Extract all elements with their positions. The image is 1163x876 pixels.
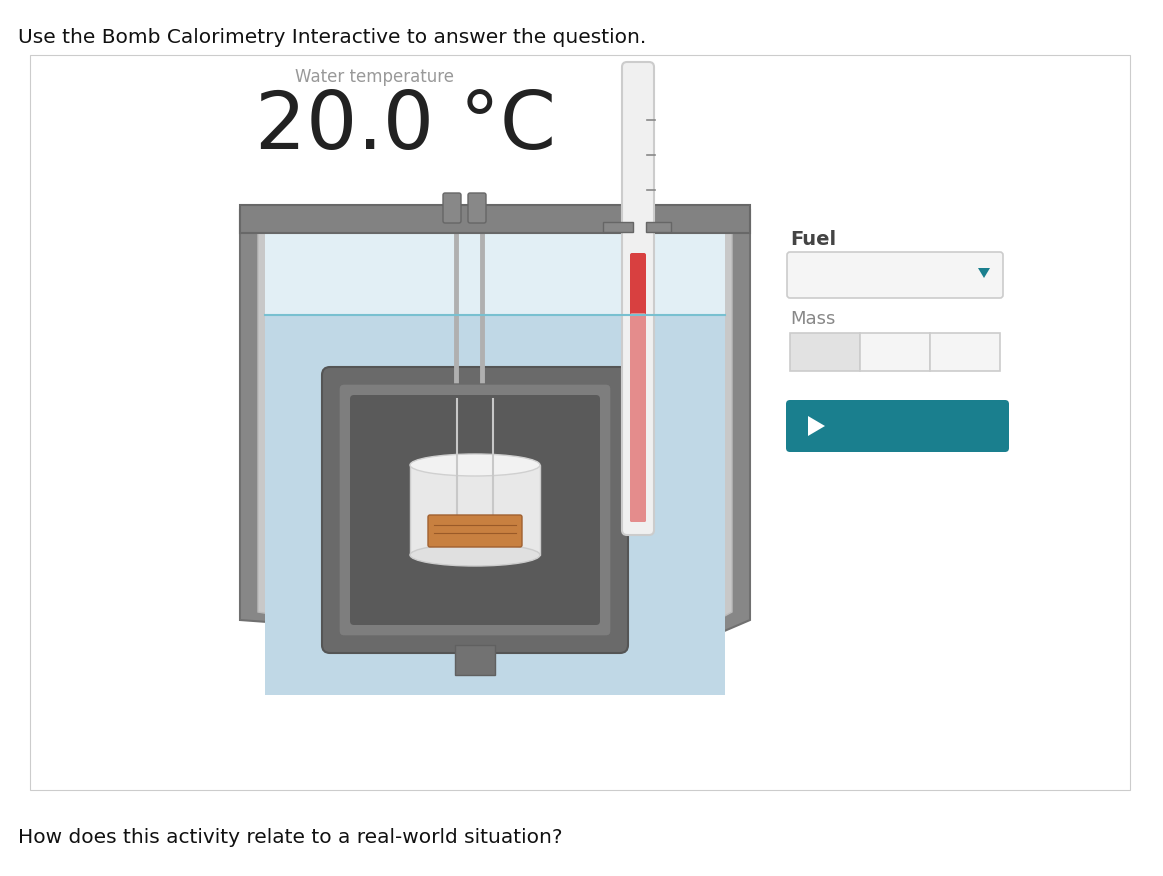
FancyBboxPatch shape bbox=[411, 465, 540, 555]
FancyBboxPatch shape bbox=[645, 222, 671, 232]
Polygon shape bbox=[240, 210, 750, 653]
FancyBboxPatch shape bbox=[443, 193, 461, 223]
FancyBboxPatch shape bbox=[338, 384, 611, 636]
FancyBboxPatch shape bbox=[630, 253, 645, 522]
Text: 2 g: 2 g bbox=[880, 343, 909, 361]
Text: 20.0 °C: 20.0 °C bbox=[255, 88, 556, 166]
Text: How does this activity relate to a real-world situation?: How does this activity relate to a real-… bbox=[17, 828, 563, 847]
Text: Fuel: Fuel bbox=[790, 230, 836, 249]
FancyBboxPatch shape bbox=[790, 333, 859, 371]
Text: 1 g: 1 g bbox=[811, 343, 840, 361]
FancyBboxPatch shape bbox=[265, 315, 725, 695]
FancyBboxPatch shape bbox=[30, 55, 1130, 790]
Polygon shape bbox=[258, 218, 732, 642]
FancyBboxPatch shape bbox=[630, 313, 645, 522]
FancyBboxPatch shape bbox=[930, 333, 1000, 371]
Text: Use the Bomb Calorimetry Interactive to answer the question.: Use the Bomb Calorimetry Interactive to … bbox=[17, 28, 647, 47]
FancyBboxPatch shape bbox=[240, 205, 750, 233]
FancyBboxPatch shape bbox=[350, 395, 600, 625]
Ellipse shape bbox=[411, 544, 540, 566]
FancyBboxPatch shape bbox=[468, 193, 486, 223]
Polygon shape bbox=[265, 225, 725, 635]
Polygon shape bbox=[808, 416, 825, 436]
FancyBboxPatch shape bbox=[455, 645, 495, 675]
Text: Burn: Burn bbox=[882, 416, 939, 436]
FancyBboxPatch shape bbox=[428, 515, 522, 547]
Ellipse shape bbox=[411, 454, 540, 476]
FancyBboxPatch shape bbox=[322, 367, 628, 653]
Text: Water temperature: Water temperature bbox=[295, 68, 454, 86]
Text: Wood: Wood bbox=[804, 267, 854, 285]
Text: Mass: Mass bbox=[790, 310, 835, 328]
FancyBboxPatch shape bbox=[265, 225, 725, 315]
Polygon shape bbox=[978, 268, 990, 278]
FancyBboxPatch shape bbox=[602, 222, 633, 232]
FancyBboxPatch shape bbox=[622, 62, 654, 535]
FancyBboxPatch shape bbox=[786, 400, 1009, 452]
Text: 3 g: 3 g bbox=[950, 343, 979, 361]
FancyBboxPatch shape bbox=[787, 252, 1003, 298]
FancyBboxPatch shape bbox=[859, 333, 930, 371]
